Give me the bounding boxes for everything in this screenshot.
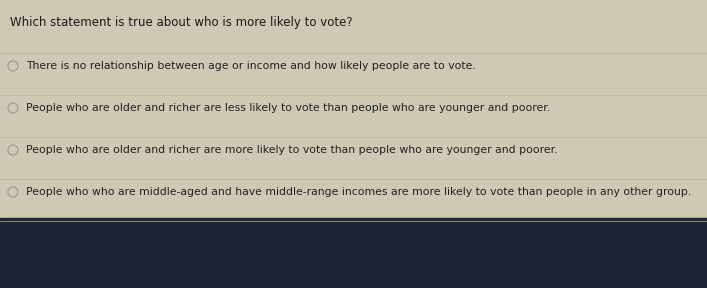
Text: People who are older and richer are more likely to vote than people who are youn: People who are older and richer are more… xyxy=(26,145,558,155)
Bar xyxy=(0,0,707,218)
Text: Which statement is true about who is more likely to vote?: Which statement is true about who is mor… xyxy=(10,16,353,29)
Text: People who who are middle-aged and have middle-range incomes are more likely to : People who who are middle-aged and have … xyxy=(26,187,691,197)
Text: There is no relationship between age or income and how likely people are to vote: There is no relationship between age or … xyxy=(26,61,476,71)
Bar xyxy=(0,218,707,288)
Text: People who are older and richer are less likely to vote than people who are youn: People who are older and richer are less… xyxy=(26,103,550,113)
